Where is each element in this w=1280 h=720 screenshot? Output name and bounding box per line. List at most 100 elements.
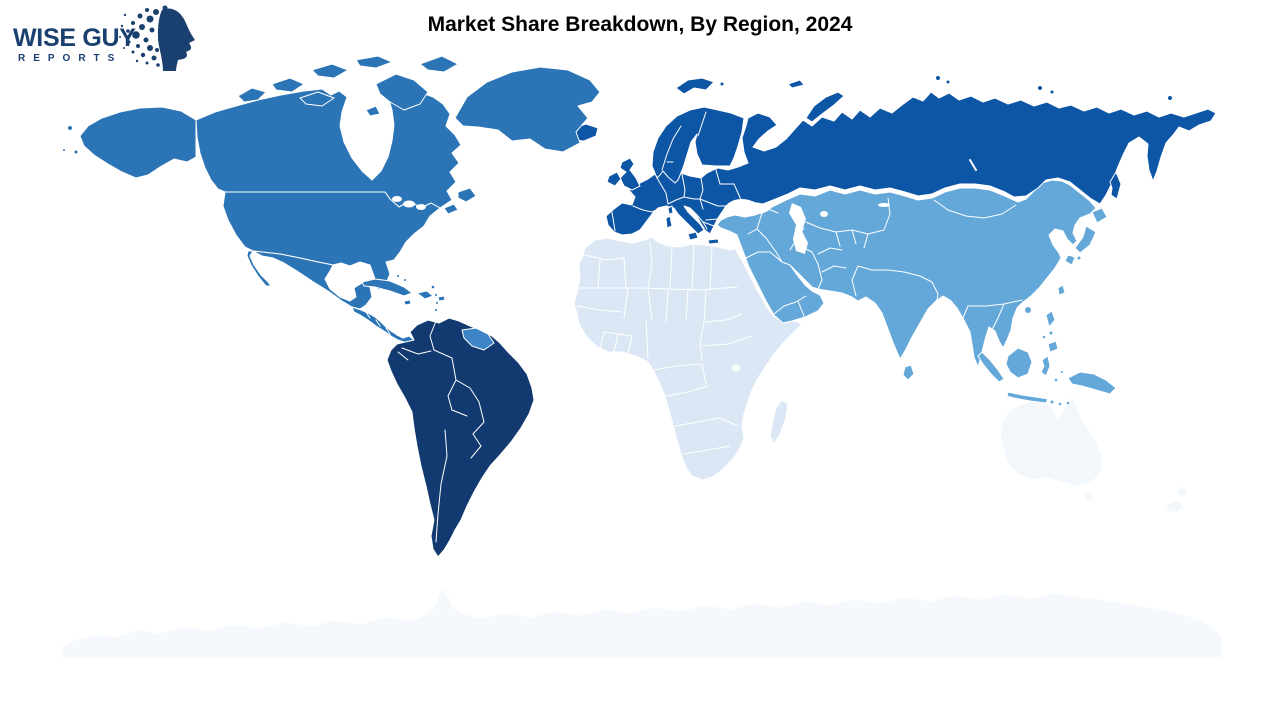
path-hainan bbox=[1024, 306, 1032, 314]
head-dot bbox=[156, 63, 160, 67]
path-europe-russia-mainland bbox=[605, 91, 1217, 236]
path-nova-scotia bbox=[443, 203, 459, 215]
brand-name: WISE GUY bbox=[13, 24, 136, 52]
path-moluccas-1 bbox=[1053, 377, 1059, 383]
path-philippines-mindanao bbox=[1047, 340, 1059, 353]
path-bahamas-2 bbox=[403, 278, 407, 282]
path-corsica bbox=[667, 205, 674, 215]
path-antilles-2 bbox=[434, 293, 438, 297]
head-dot bbox=[140, 52, 146, 58]
path-alaska bbox=[79, 106, 197, 179]
head-dot bbox=[158, 38, 162, 42]
brand-head-icon bbox=[119, 5, 195, 71]
head-dot bbox=[145, 8, 149, 12]
path-philippines-visayas bbox=[1048, 330, 1054, 336]
path-taiwan bbox=[1057, 284, 1066, 296]
region-africa bbox=[573, 236, 803, 481]
region-north-america bbox=[62, 55, 601, 346]
head-dot bbox=[151, 55, 157, 61]
path-svalbard bbox=[675, 77, 715, 95]
head-dot bbox=[146, 15, 154, 23]
country-borders bbox=[365, 111, 1023, 543]
region-guianas bbox=[461, 327, 495, 351]
path-arctic-island-1 bbox=[237, 87, 267, 103]
path-newfoundland bbox=[457, 187, 477, 203]
path-japan-shikoku bbox=[1076, 255, 1082, 261]
path-sumatra bbox=[977, 351, 1005, 383]
chart-title: Market Share Breakdown, By Region, 2024 bbox=[428, 13, 853, 36]
head-dot bbox=[131, 50, 135, 54]
path-ireland bbox=[606, 171, 622, 187]
path-aleutian-3 bbox=[62, 148, 66, 152]
path-japan-honshu bbox=[1074, 225, 1097, 254]
path-new-guinea bbox=[1067, 371, 1117, 395]
head-dot bbox=[136, 44, 140, 48]
region-asia bbox=[716, 179, 1117, 407]
path-great-britain bbox=[619, 157, 641, 191]
lake-victoria bbox=[732, 365, 740, 371]
path-cuba bbox=[361, 278, 413, 297]
lake-balkhash bbox=[878, 203, 890, 207]
brand-tagline: REPORTS bbox=[18, 53, 122, 64]
path-hispaniola bbox=[416, 290, 434, 300]
head-dot bbox=[139, 24, 145, 30]
path-wrangel bbox=[1167, 95, 1173, 101]
head-dot bbox=[127, 40, 131, 44]
path-novaya-zemlya bbox=[805, 91, 845, 123]
black-sea bbox=[725, 199, 772, 215]
path-sardinia bbox=[665, 215, 673, 229]
region-oceania bbox=[999, 395, 1189, 514]
caspian-sea bbox=[789, 203, 808, 254]
head-dot bbox=[147, 45, 153, 51]
aral-sea bbox=[820, 211, 828, 217]
head-dot bbox=[149, 27, 155, 33]
path-borneo bbox=[1005, 347, 1033, 379]
path-baja-california bbox=[246, 250, 272, 287]
path-lesser-sunda-3 bbox=[1065, 400, 1071, 406]
head-dot bbox=[155, 48, 159, 52]
head-dot bbox=[123, 47, 125, 49]
path-moluccas-2 bbox=[1060, 370, 1064, 374]
head-dot bbox=[143, 37, 149, 43]
path-arctic-island-2 bbox=[271, 77, 305, 93]
path-guianas bbox=[461, 327, 495, 351]
path-baffin-island bbox=[375, 73, 429, 111]
path-victoria-island bbox=[299, 91, 335, 107]
path-bahamas-1 bbox=[396, 274, 400, 278]
path-antarctica bbox=[61, 586, 1223, 659]
path-philippines-luzon bbox=[1045, 310, 1056, 328]
path-japan-hokkaido bbox=[1091, 207, 1108, 224]
path-scandinavia bbox=[651, 106, 745, 184]
path-canada bbox=[195, 88, 462, 209]
path-madagascar bbox=[769, 399, 789, 445]
lake-baikal bbox=[969, 159, 977, 171]
head-dot bbox=[145, 61, 149, 65]
path-greenland bbox=[454, 66, 601, 153]
path-severnaya-zemlya-2 bbox=[945, 79, 951, 85]
path-central-america bbox=[351, 306, 415, 346]
head-dot bbox=[131, 21, 135, 25]
head-dot bbox=[132, 31, 140, 39]
path-southampton-island bbox=[365, 105, 381, 117]
head-dot bbox=[120, 24, 124, 28]
great-lake-3 bbox=[416, 204, 426, 210]
path-sulawesi bbox=[1040, 355, 1051, 377]
path-jamaica bbox=[403, 299, 412, 306]
head-profile-shape bbox=[158, 8, 195, 71]
head-dot bbox=[135, 59, 139, 63]
path-new-zealand-north bbox=[1175, 485, 1189, 499]
path-antilles-1 bbox=[430, 284, 436, 290]
head-dot bbox=[137, 13, 143, 19]
region-antarctica bbox=[61, 586, 1223, 659]
path-franz-josef bbox=[787, 79, 805, 89]
path-south-america bbox=[386, 317, 535, 558]
inland-water bbox=[392, 159, 977, 371]
path-philippines-palawan bbox=[1041, 334, 1047, 340]
path-ellesmere-island bbox=[419, 55, 459, 73]
head-dot bbox=[119, 36, 121, 38]
head-dot bbox=[123, 13, 127, 17]
head-dot bbox=[126, 29, 130, 33]
great-lake-2 bbox=[403, 200, 415, 208]
region-south-america bbox=[386, 317, 535, 558]
